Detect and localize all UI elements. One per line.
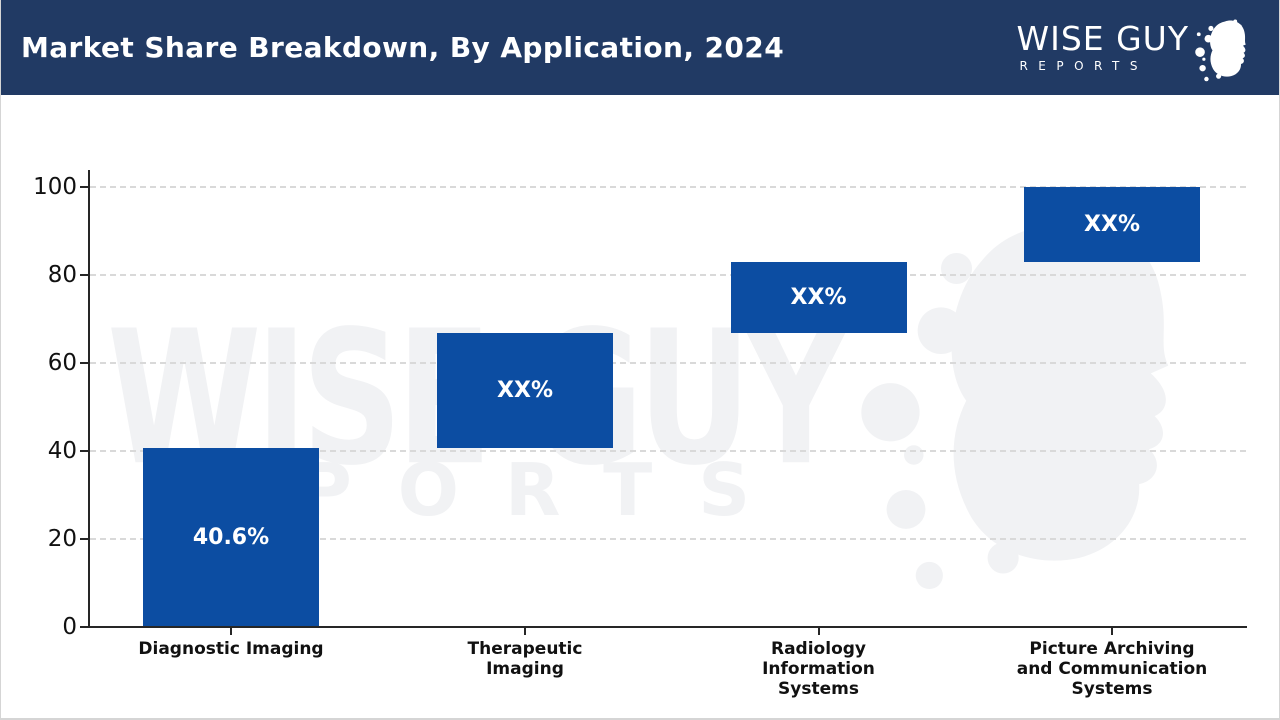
wise-guy-reports-logo: WISE GUY REPORTS — [1016, 9, 1257, 87]
gridline-y-60 — [90, 362, 1246, 364]
gridline-y-20 — [90, 538, 1246, 540]
gridline-y-40 — [90, 450, 1246, 452]
y-axis-label-80: 80 — [47, 262, 77, 288]
bar-value-label: 40.6% — [192, 525, 270, 551]
y-axis-label-100: 100 — [33, 174, 77, 200]
y-axis-tick-100 — [80, 186, 89, 188]
x-axis-tick-3 — [817, 628, 820, 635]
logo-wordmark: WISE GUY — [1016, 19, 1189, 58]
x-axis-line — [88, 626, 1247, 628]
gridline-y-100 — [90, 186, 1246, 188]
bar-value-label: XX% — [790, 284, 847, 310]
x-axis-tick-1 — [230, 628, 232, 635]
y-axis-tick-0 — [80, 626, 89, 628]
x-axis-category-label-1: Diagnostic Imaging — [138, 639, 324, 659]
x-axis-category-label-2: Therapeutic Imaging — [467, 639, 583, 679]
bar-segment-3: XX% — [730, 261, 907, 334]
y-axis-label-60: 60 — [47, 350, 77, 376]
bar-value-label: XX% — [1084, 211, 1140, 237]
y-axis-tick-60 — [80, 362, 89, 364]
y-axis-line — [88, 170, 90, 628]
bar-segment-1: 40.6% — [143, 448, 319, 627]
y-axis-label-0: 0 — [62, 614, 77, 640]
header-bar: Market Share Breakdown, By Application, … — [1, 0, 1279, 95]
y-axis-tick-40 — [80, 450, 89, 452]
y-axis-tick-80 — [80, 274, 89, 276]
logo-face-icon — [1195, 19, 1246, 81]
bar-value-label: XX% — [497, 378, 553, 404]
gridline-y-80 — [90, 274, 1246, 276]
y-axis-label-20: 20 — [47, 526, 77, 552]
bar-segment-4: XX% — [1024, 187, 1200, 262]
page-title: Market Share Breakdown, By Application, … — [21, 31, 785, 64]
logo-subtitle: REPORTS — [1019, 59, 1148, 73]
bar-segment-2: XX% — [437, 333, 613, 449]
y-axis-label-40: 40 — [47, 438, 77, 464]
x-axis-tick-4 — [1111, 628, 1113, 635]
x-axis-tick-2 — [524, 628, 526, 635]
x-axis-category-label-4: Picture Archiving and Communication Syst… — [1016, 639, 1208, 699]
y-axis-tick-20 — [80, 538, 89, 540]
watermark-subtitle: PORTS — [299, 448, 797, 532]
logo-text: WISE GUY REPORTS — [1016, 19, 1189, 74]
x-axis-category-label-3: Radiology Information Systems — [762, 639, 875, 699]
